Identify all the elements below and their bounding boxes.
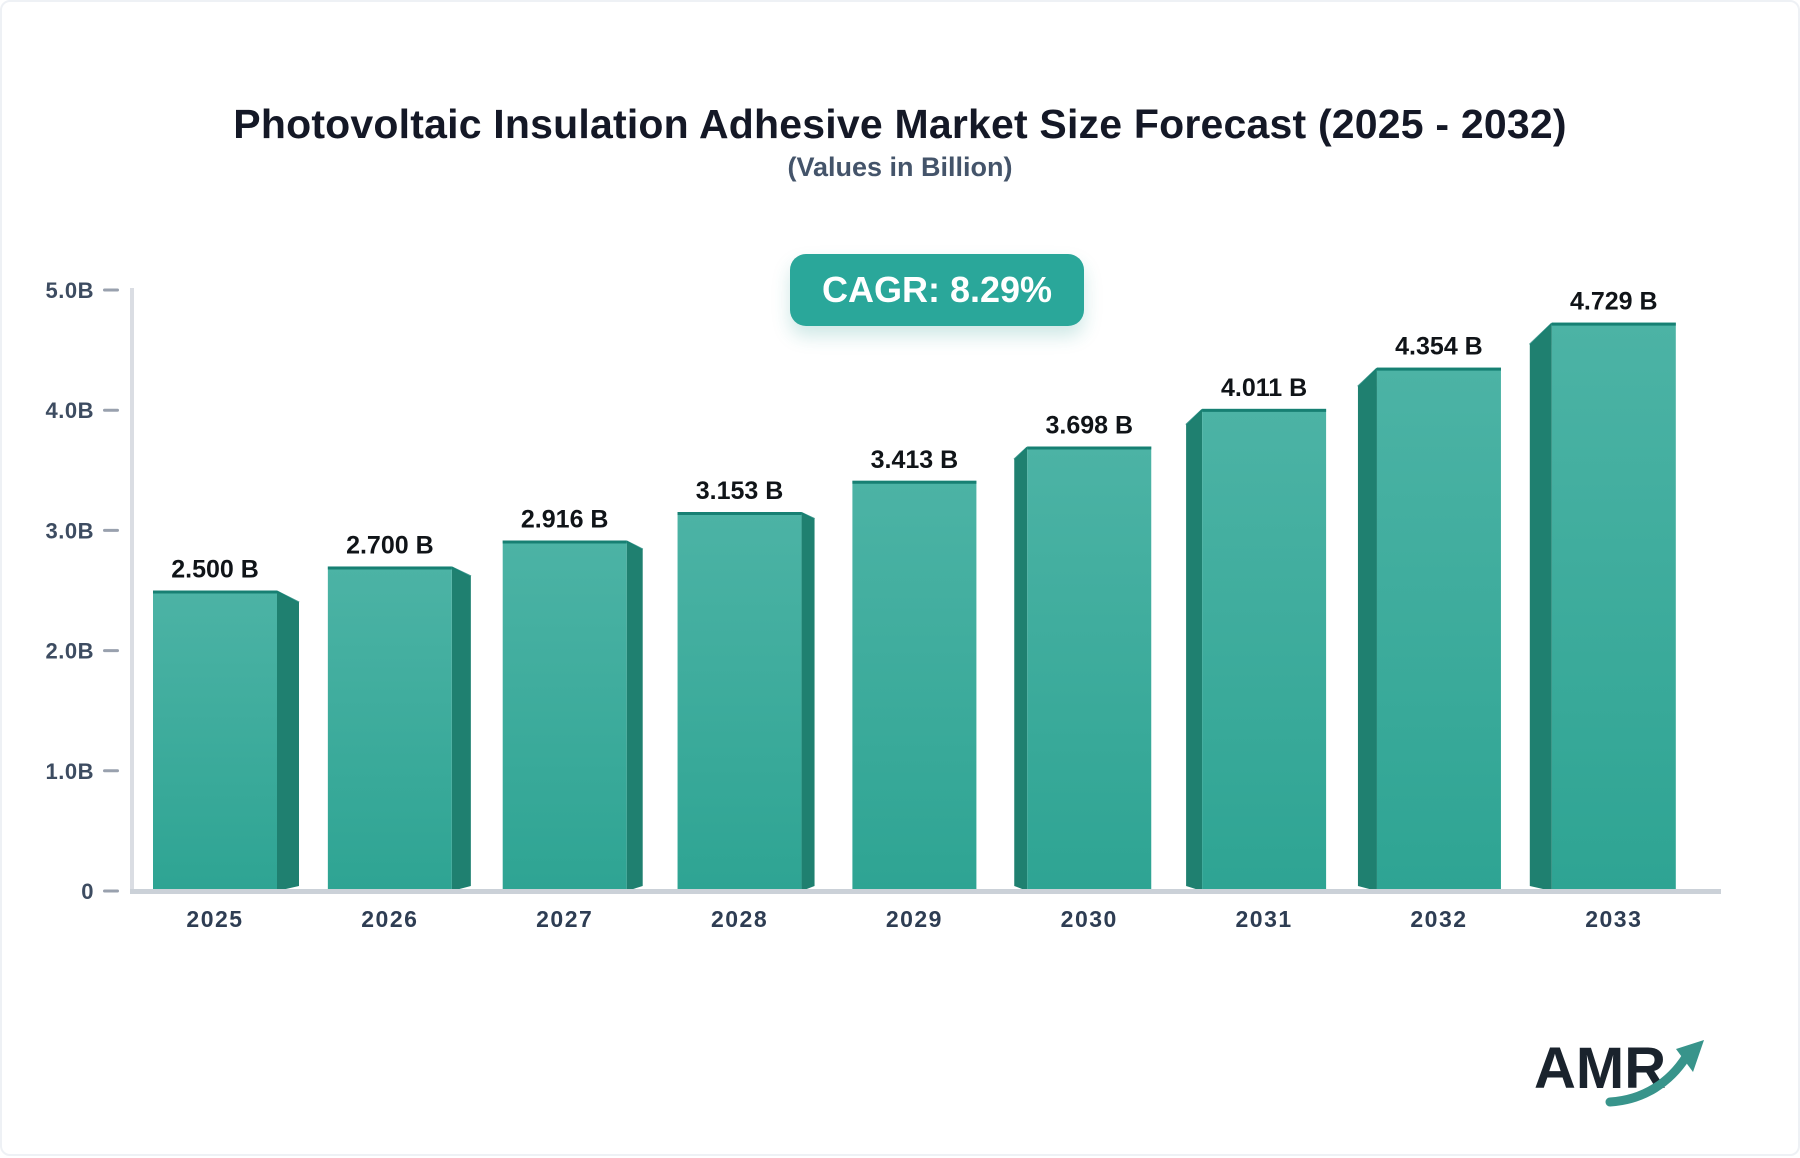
bar-2025: 2.500 B 2025 [153,556,300,932]
bar-face [677,512,802,891]
y-axis-tick [103,408,119,412]
y-axis-tick-label: 3.0B [46,518,94,543]
y-axis-tick [103,528,119,532]
bar-value-label: 2.916 B [521,505,609,533]
x-axis-label: 2027 [536,906,593,932]
bar-side-face [626,540,643,891]
amr-logo: AMR [1534,1036,1704,1107]
bar-side-face [1529,322,1552,891]
y-axis-tick [103,889,119,893]
bar-side-face [451,566,471,891]
bar-face [1551,322,1676,891]
bar-value-label: 3.698 B [1045,412,1133,440]
bar-bevel-edge [626,540,644,551]
bar-2030: 3.698 B 2030 [1013,412,1152,932]
bar-side-face [801,512,815,891]
bar-bevel-edge [1529,322,1553,346]
x-axis-label: 2029 [886,906,943,932]
bar-side-face [1357,367,1377,892]
bar-face [502,540,627,891]
y-axis-tick [103,769,119,773]
bar-face [153,590,277,891]
y-axis-tick-label: 2.0B [46,639,94,664]
bar-2031: 4.011 B 2031 [1185,374,1327,932]
x-axis-label: 2033 [1585,906,1642,932]
chart-title: Photovoltaic Insulation Adhesive Market … [233,101,1567,147]
bar-face [1202,408,1327,891]
bar-side-face [1014,446,1028,891]
growth-arrow-icon [1605,1052,1691,1107]
x-axis-label: 2028 [711,906,768,932]
x-axis-line [130,889,1721,894]
chart-subtitle: (Values in Billion) [787,152,1013,182]
x-axis-label: 2032 [1410,906,1467,932]
y-axis-tick-label: 0 [81,879,94,904]
bar-side-face [1186,408,1203,891]
bar-value-label: 3.153 B [696,477,784,505]
bar-bevel-edge [1185,409,1203,426]
bar-bevel-edge [451,566,472,578]
bar-2026: 2.700 B 2026 [327,531,472,932]
y-axis-tick-label: 1.0B [46,759,94,784]
x-axis-label: 2031 [1236,906,1293,932]
bar-value-label: 4.729 B [1570,288,1658,316]
bar-2032: 4.354 B 2032 [1357,333,1501,932]
bar-2033: 4.729 B 2033 [1529,288,1676,932]
bar-side-face [277,590,299,891]
x-axis-label: 2026 [361,906,418,932]
x-axis-label: 2030 [1061,906,1118,932]
bar-bevel-edge [801,512,815,520]
bar-bevel-edge [1357,367,1378,388]
bar-2028: 3.153 B 2028 [677,477,815,932]
bar-bevel-edge [1013,446,1028,461]
bar-bevel-edge [276,590,300,604]
x-axis-label: 2025 [186,906,243,932]
bar-face [1376,367,1501,892]
y-axis-tick [103,288,119,292]
bar-value-label: 4.011 B [1221,374,1307,402]
bar-2027: 2.916 B 2027 [502,505,644,932]
y-axis-line [130,288,134,891]
bar-face [327,566,452,891]
bar-value-label: 2.500 B [171,556,259,584]
y-axis-tick-label: 4.0B [46,398,94,423]
y-axis-tick [103,649,119,653]
chart-header: Photovoltaic Insulation Adhesive Market … [2,101,1798,183]
bar-value-label: 3.413 B [871,446,959,474]
bar-face [1027,446,1152,891]
cagr-badge: CAGR: 8.29% [790,254,1085,326]
bar-value-label: 4.354 B [1395,333,1483,361]
bar-face [852,480,977,891]
bar-2029: 3.413 B 2029 [852,446,977,932]
growth-arrow-head-icon [1676,1040,1704,1072]
y-axis-tick-label: 5.0B [46,278,94,303]
bar-value-label: 2.700 B [346,531,434,559]
